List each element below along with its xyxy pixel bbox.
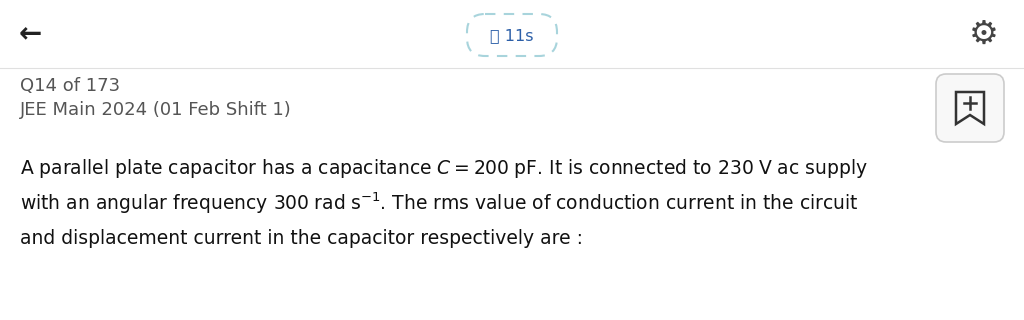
Text: JEE Main 2024 (01 Feb Shift 1): JEE Main 2024 (01 Feb Shift 1) (20, 101, 292, 119)
Text: ←: ← (18, 20, 42, 48)
Text: ⚙: ⚙ (969, 18, 999, 51)
Text: ⧖ 11s: ⧖ 11s (490, 28, 534, 44)
Text: and displacement current in the capacitor respectively are :: and displacement current in the capacito… (20, 228, 583, 247)
Text: Q14 of 173: Q14 of 173 (20, 77, 120, 95)
Text: with an angular frequency $300\;\mathrm{rad}\;\mathrm{s}^{-1}$. The rms value of: with an angular frequency $300\;\mathrm{… (20, 190, 859, 216)
Text: A parallel plate capacitor has a capacitance $C = 200\;\mathrm{pF}$. It is conne: A parallel plate capacitor has a capacit… (20, 156, 868, 180)
FancyBboxPatch shape (936, 74, 1004, 142)
